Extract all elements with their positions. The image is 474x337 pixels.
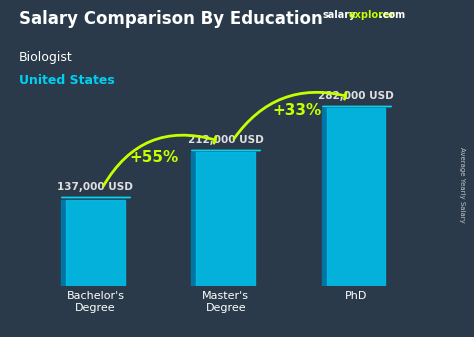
Text: +33%: +33%	[273, 103, 322, 118]
Text: +55%: +55%	[129, 150, 179, 165]
Text: salary: salary	[322, 10, 356, 20]
Text: 212,000 USD: 212,000 USD	[188, 135, 264, 145]
Bar	[66, 200, 125, 286]
Polygon shape	[191, 152, 196, 286]
Text: explorer: explorer	[348, 10, 395, 20]
Text: 282,000 USD: 282,000 USD	[318, 91, 394, 101]
Text: Salary Comparison By Education: Salary Comparison By Education	[19, 10, 323, 28]
Text: United States: United States	[19, 74, 115, 87]
Text: Biologist: Biologist	[19, 51, 73, 64]
Bar	[327, 108, 385, 286]
Text: Average Yearly Salary: Average Yearly Salary	[458, 148, 465, 223]
Text: .com: .com	[379, 10, 405, 20]
Bar	[196, 152, 255, 286]
Text: 137,000 USD: 137,000 USD	[57, 182, 133, 192]
Polygon shape	[61, 200, 66, 286]
Polygon shape	[321, 108, 327, 286]
